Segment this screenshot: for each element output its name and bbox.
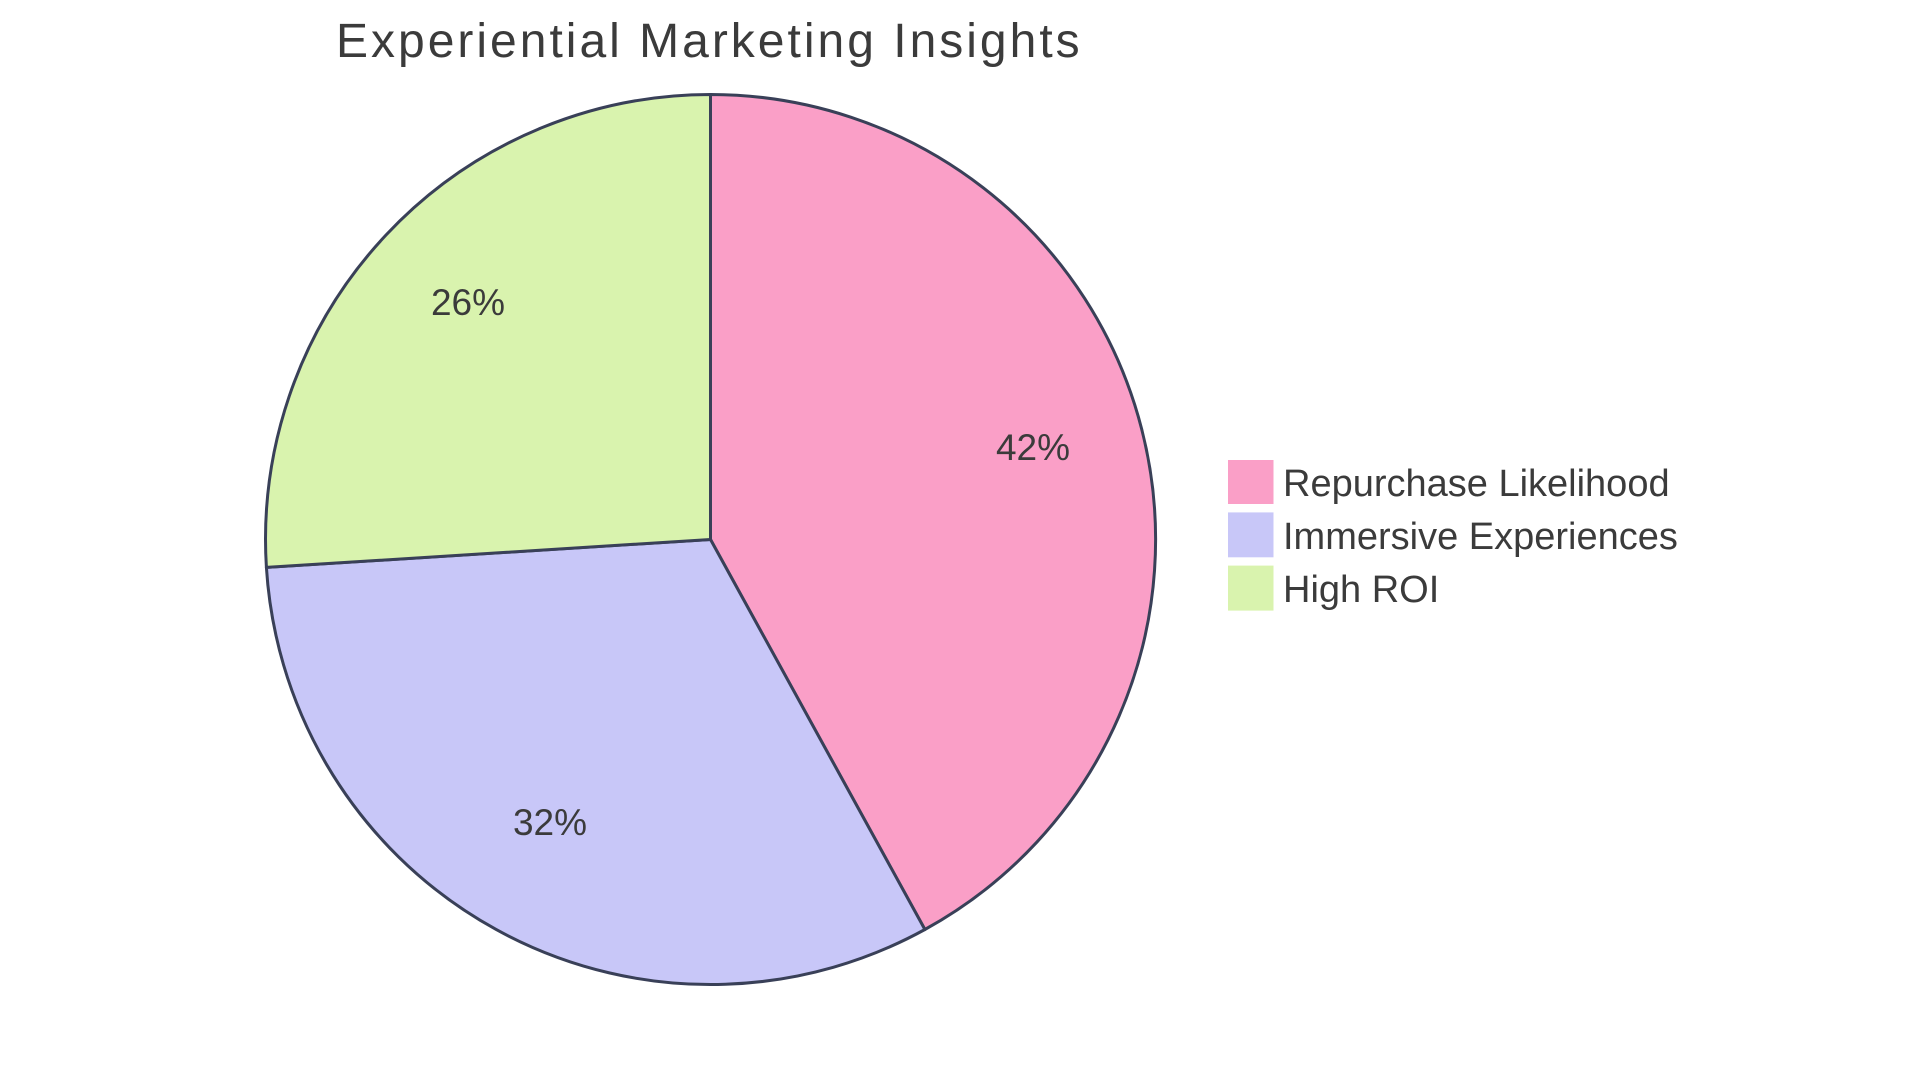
svg-text:Experiential Marketing Insight: Experiential Marketing Insights [336, 15, 1083, 68]
svg-text:Repurchase Likelihood: Repurchase Likelihood [1283, 463, 1670, 505]
svg-text:Immersive Experiences: Immersive Experiences [1283, 516, 1678, 558]
svg-text:32%: 32% [513, 802, 587, 843]
svg-text:26%: 26% [431, 282, 505, 323]
svg-text:High ROI: High ROI [1283, 569, 1439, 611]
svg-text:42%: 42% [996, 427, 1070, 468]
